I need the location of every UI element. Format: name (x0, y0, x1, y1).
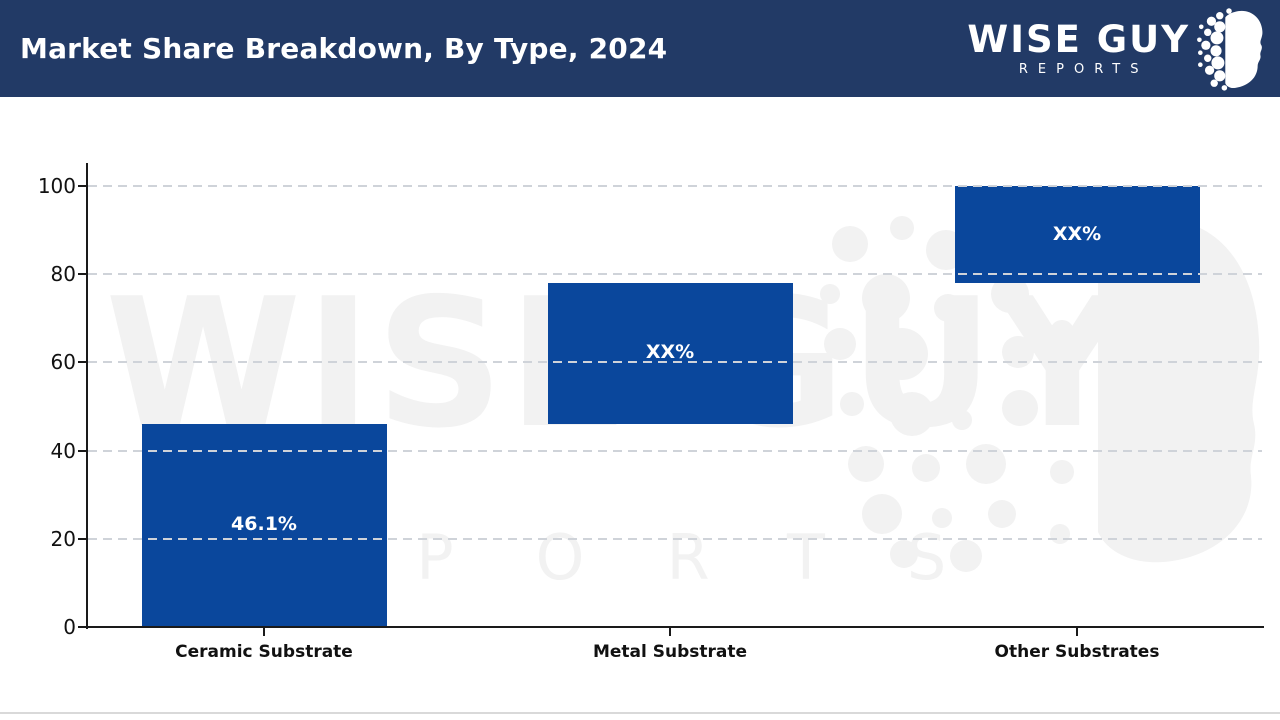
gridline (88, 273, 1262, 276)
gridline (88, 185, 1262, 187)
x-tick-mark (263, 628, 265, 636)
x-axis-line (86, 626, 1264, 628)
gridline (88, 449, 1262, 452)
y-tick-label: 0 (63, 615, 76, 639)
y-tick-label: 60 (50, 350, 76, 375)
y-tick-mark (78, 361, 87, 364)
y-tick-mark (78, 273, 87, 276)
y-axis-line (86, 163, 88, 629)
bottom-hairline (0, 712, 1280, 714)
gridline (88, 361, 1262, 364)
logo: WISE GUY REPORTS (967, 6, 1280, 92)
logo-text: WISE GUY REPORTS (967, 21, 1190, 76)
y-tick-label: 100 (37, 174, 76, 198)
logo-wordmark: WISE GUY (967, 18, 1190, 61)
y-tick-label: 80 (50, 262, 76, 287)
logo-subtitle: REPORTS (1018, 62, 1149, 77)
y-tick-mark (78, 185, 87, 187)
category-label: Metal Substrate (592, 642, 748, 662)
y-tick-mark (78, 537, 87, 540)
y-tick-mark (78, 626, 87, 628)
y-tick-label: 40 (50, 438, 76, 463)
dotted-head-profile-icon (1197, 7, 1263, 91)
category-label: Ceramic Substrate (175, 642, 353, 662)
chart-area: WISE GUY REPORTS (0, 97, 1280, 720)
y-tick-mark (78, 449, 87, 452)
y-tick-label: 20 (50, 526, 76, 551)
bar-value-label: XX% (1052, 222, 1102, 245)
gridline (88, 537, 1262, 540)
bar-segment (547, 283, 793, 424)
x-tick-mark (1076, 628, 1078, 636)
page-title: Market Share Breakdown, By Type, 2024 (20, 32, 668, 65)
x-tick-mark (669, 628, 671, 636)
category-label: Other Substrates (994, 642, 1160, 662)
bar-value-label: 46.1% (231, 513, 297, 536)
bar-segment (141, 423, 387, 627)
bar-value-label: XX% (645, 341, 695, 364)
header-bar: Market Share Breakdown, By Type, 2024 WI… (0, 0, 1280, 97)
